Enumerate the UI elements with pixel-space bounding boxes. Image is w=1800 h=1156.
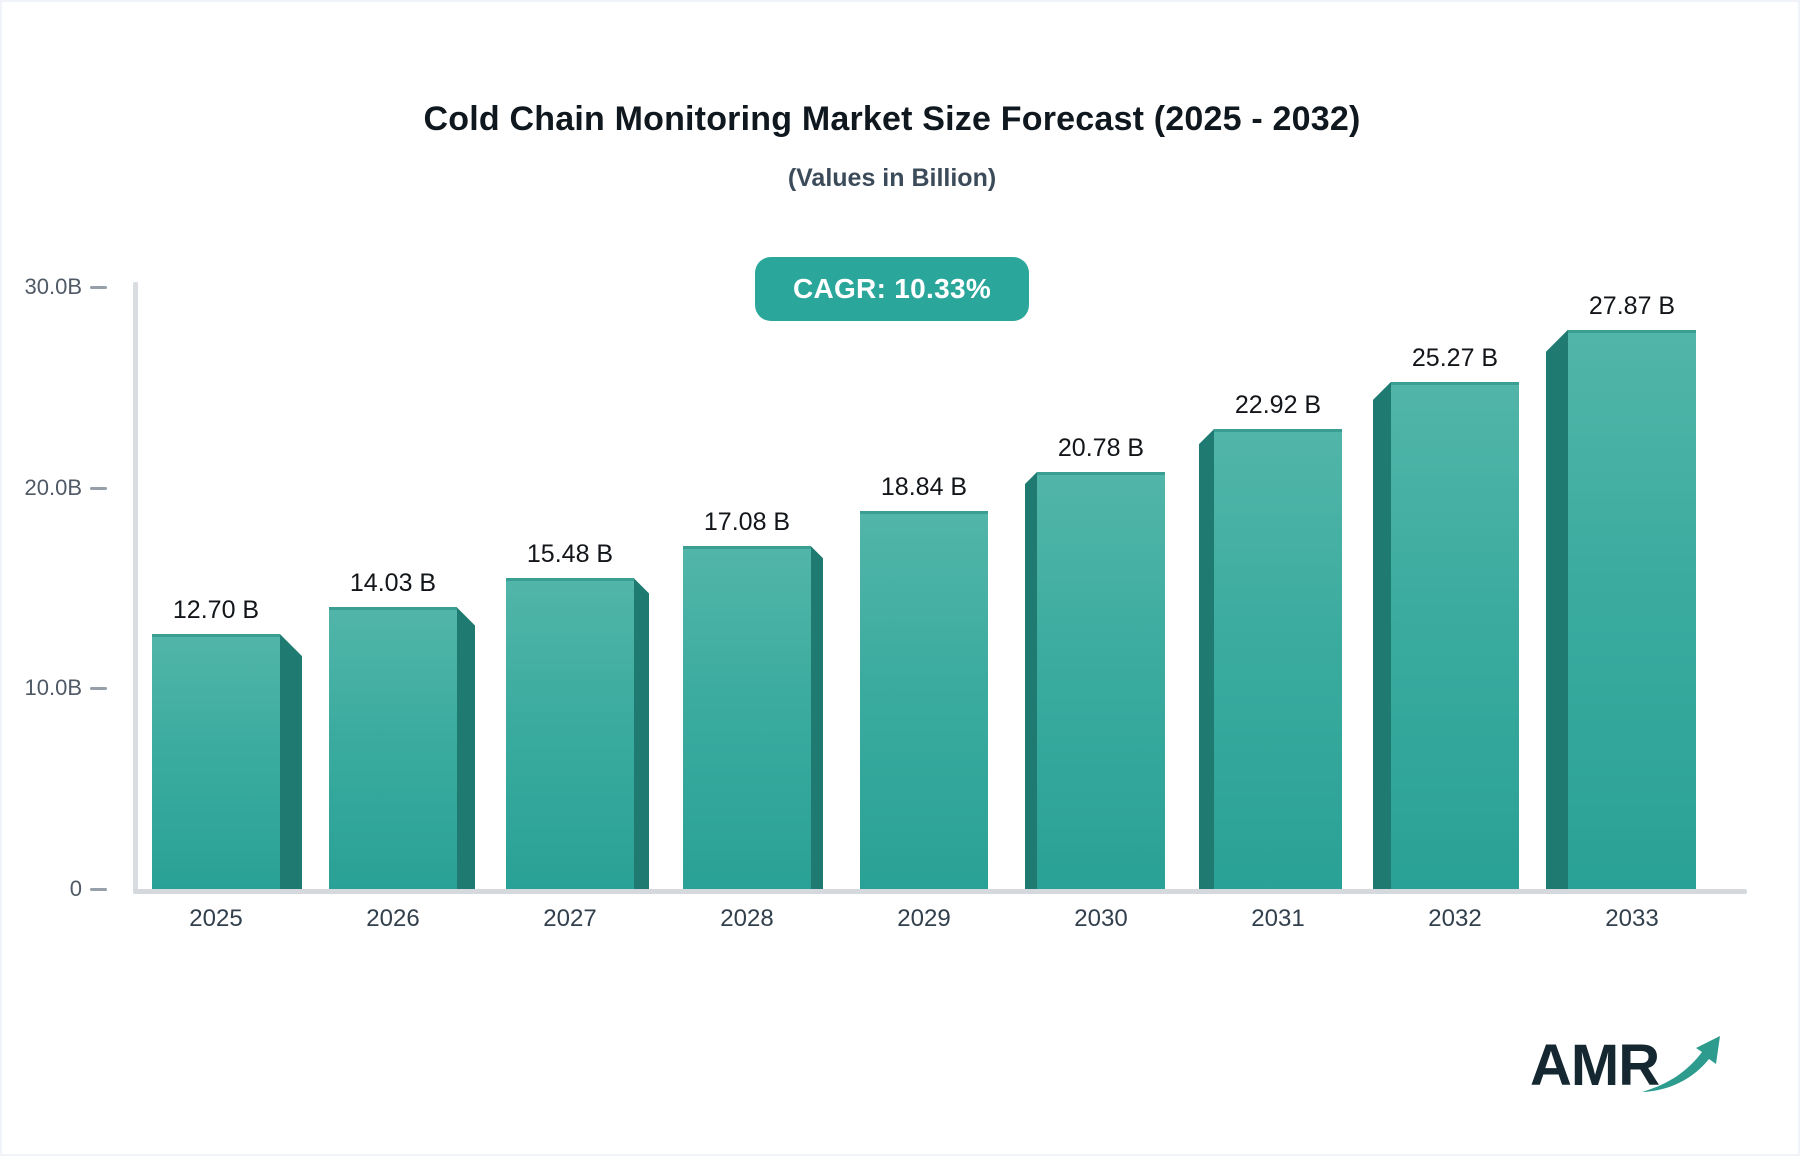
- bar-3d-side: [1546, 329, 1568, 889]
- x-axis-baseline: [133, 889, 1747, 894]
- bar-value-label: 22.92 B: [1234, 391, 1322, 420]
- chart-subtitle: (Values in Billion): [787, 164, 997, 192]
- bar-2031: [1214, 429, 1342, 889]
- bar-value-label: 27.87 B: [1588, 291, 1676, 320]
- bar-2029: [860, 510, 988, 889]
- y-axis-tick: [90, 888, 107, 891]
- chart-title: Cold Chain Monitoring Market Size Foreca…: [423, 100, 1361, 138]
- x-axis-category-label: 2025: [189, 905, 243, 932]
- y-axis-tick-label: 0: [69, 876, 82, 901]
- y-axis-tick-label: 30.0B: [24, 274, 83, 299]
- y-axis-tick-label: 10.0B: [24, 675, 83, 701]
- y-axis-tick: [90, 286, 107, 289]
- bar-2033: [1568, 329, 1696, 889]
- bar-value-label: 14.03 B: [349, 569, 437, 598]
- bar-3d-side: [634, 578, 649, 889]
- amr-logo: AMR: [1530, 1032, 1720, 1112]
- amr-logo-text: AMR: [1530, 1033, 1660, 1098]
- x-axis-category-label: 2027: [543, 905, 597, 932]
- y-axis-line: [133, 282, 138, 893]
- bar-value-label: 20.78 B: [1057, 434, 1145, 462]
- x-axis-category-label: 2033: [1605, 905, 1659, 932]
- x-axis-category-label: 2026: [366, 905, 420, 932]
- x-axis-category-label: 2031: [1251, 905, 1305, 932]
- y-axis-tick-label: 20.0B: [24, 474, 83, 500]
- x-axis-category-label: 2029: [897, 905, 951, 932]
- bar-3d-side: [280, 634, 302, 889]
- upward-trend-arrow-icon: [1640, 1034, 1726, 1101]
- bar-2030: [1037, 472, 1165, 889]
- bar-value-label: 25.27 B: [1411, 343, 1499, 372]
- bar-3d-side: [1199, 429, 1214, 889]
- x-axis-category-label: 2030: [1074, 905, 1128, 932]
- x-axis-category-label: 2028: [720, 905, 774, 932]
- bar-2027: [506, 578, 634, 889]
- bar-2025: [152, 634, 280, 889]
- y-axis-tick: [90, 687, 107, 691]
- bar-value-label: 18.84 B: [880, 472, 968, 501]
- x-axis-category-label: 2032: [1428, 905, 1482, 932]
- bar-3d-side: [811, 546, 823, 889]
- bar-3d-side: [457, 607, 475, 889]
- bar-2028: [683, 546, 811, 889]
- bar-value-label: 15.48 B: [526, 540, 614, 569]
- bar-value-label: 12.70 B: [172, 596, 260, 625]
- bar-2026: [329, 607, 457, 889]
- cagr-badge-row: CAGR: 10.33%: [2, 257, 1782, 321]
- bar-2032: [1391, 381, 1519, 889]
- bar-3d-side: [1025, 472, 1037, 889]
- y-axis-tick: [90, 486, 107, 490]
- bar-3d-side: [1373, 381, 1391, 889]
- cagr-badge: CAGR: 10.33%: [754, 257, 1030, 321]
- bar-value-label: 17.08 B: [703, 508, 791, 537]
